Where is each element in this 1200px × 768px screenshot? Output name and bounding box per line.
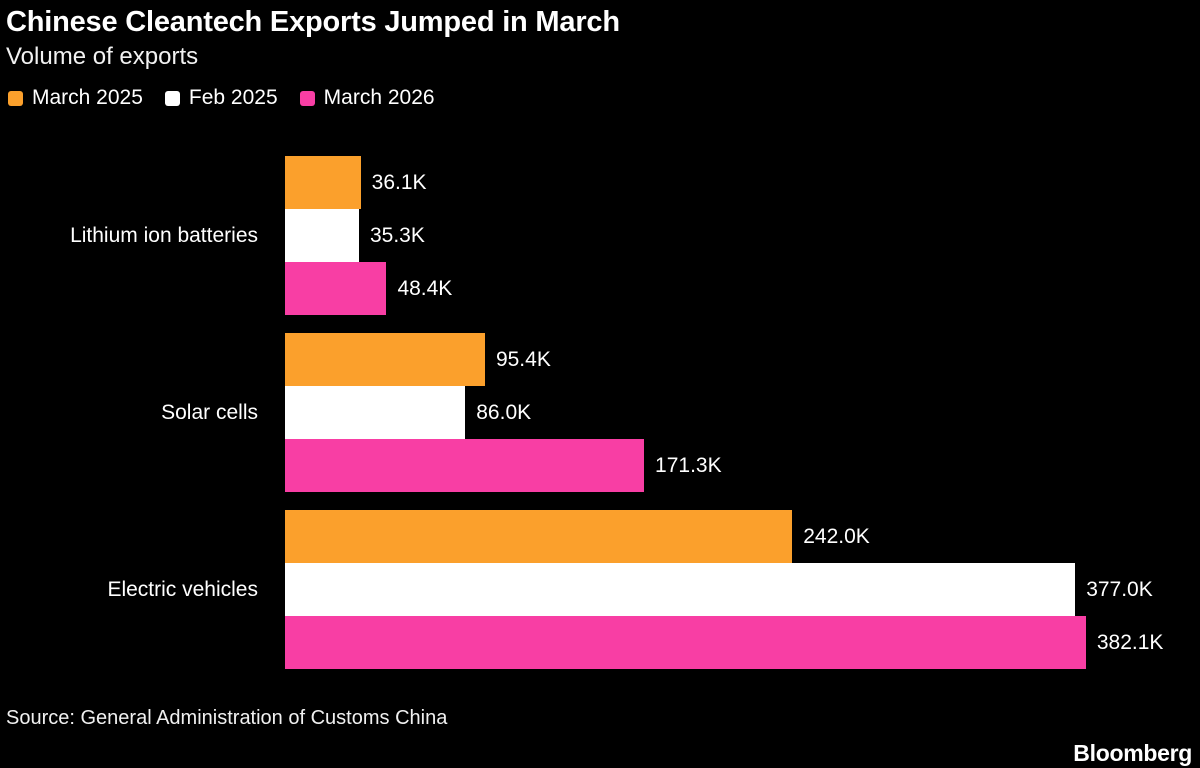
bar[interactable] bbox=[285, 209, 359, 262]
bar-value-label: 86.0K bbox=[476, 400, 532, 424]
category-label: Electric vehicles bbox=[107, 577, 258, 601]
bar-stack: 242.0K 377.0K 382.1K bbox=[285, 510, 1200, 669]
bar-value-label: 48.4K bbox=[397, 276, 453, 300]
bar[interactable] bbox=[285, 386, 466, 439]
legend-item-label: March 2026 bbox=[323, 86, 435, 109]
bar-group: Lithium ion batteries 36.1K 35.3K 48.4K bbox=[0, 156, 1200, 315]
chart-header: Chinese Cleantech Exports Jumped in Marc… bbox=[0, 0, 1200, 110]
bar-value-label: 171.3K bbox=[655, 453, 722, 477]
legend-swatch-icon bbox=[299, 90, 315, 106]
bar[interactable] bbox=[285, 439, 645, 492]
bar-value-label: 35.3K bbox=[369, 223, 425, 247]
bar[interactable] bbox=[285, 616, 1086, 669]
bar-stack: 95.4K 86.0K 171.3K bbox=[285, 333, 1200, 492]
legend-item[interactable]: March 2025 bbox=[8, 86, 143, 110]
category-label: Solar cells bbox=[161, 400, 258, 424]
bar-row[interactable]: 35.3K bbox=[285, 209, 1200, 262]
bar[interactable] bbox=[285, 156, 361, 209]
bar-row[interactable]: 377.0K bbox=[285, 563, 1200, 616]
page-title: Chinese Cleantech Exports Jumped in Marc… bbox=[6, 6, 620, 38]
legend-swatch-icon bbox=[8, 90, 23, 106]
bar-row[interactable]: 36.1K bbox=[285, 156, 1200, 209]
bar[interactable] bbox=[285, 262, 387, 315]
bar-row[interactable]: 382.1K bbox=[285, 616, 1200, 669]
chart-legend: March 2025 Feb 2025 March 2026 bbox=[6, 86, 1200, 110]
bar-stack: 36.1K 35.3K 48.4K bbox=[285, 156, 1200, 315]
chart-subtitle: Volume of exports bbox=[6, 43, 199, 70]
bar-row[interactable]: 171.3K bbox=[285, 439, 1200, 492]
legend-swatch-icon bbox=[164, 90, 180, 106]
bar-value-label: 95.4K bbox=[495, 347, 551, 371]
legend-item-label: Feb 2025 bbox=[188, 86, 278, 109]
bar-group: Electric vehicles 242.0K 377.0K 382.1K bbox=[0, 510, 1200, 669]
bloomberg-logo: Bloomberg bbox=[1073, 740, 1192, 766]
category-label: Lithium ion batteries bbox=[70, 223, 258, 247]
bar-value-label: 242.0K bbox=[803, 524, 870, 548]
bar[interactable] bbox=[285, 563, 1076, 616]
bar[interactable] bbox=[285, 510, 793, 563]
chart-plot-area: Lithium ion batteries 36.1K 35.3K 48.4K Sola… bbox=[0, 148, 1200, 693]
legend-item[interactable]: Feb 2025 bbox=[164, 86, 278, 110]
source-caption: Source: General Administration of Custom… bbox=[6, 707, 448, 729]
bar-group: Solar cells 95.4K 86.0K 171.3K bbox=[0, 333, 1200, 492]
bar-row[interactable]: 95.4K bbox=[285, 333, 1200, 386]
bar[interactable] bbox=[285, 333, 485, 386]
bar-row[interactable]: 242.0K bbox=[285, 510, 1200, 563]
bar-value-label: 382.1K bbox=[1096, 630, 1164, 654]
bar-row[interactable]: 86.0K bbox=[285, 386, 1200, 439]
bar-value-label: 377.0K bbox=[1086, 577, 1153, 601]
bar-row[interactable]: 48.4K bbox=[285, 262, 1200, 315]
bar-value-label: 36.1K bbox=[371, 170, 427, 194]
legend-item-label: March 2025 bbox=[32, 86, 143, 109]
legend-item[interactable]: March 2026 bbox=[299, 86, 435, 110]
